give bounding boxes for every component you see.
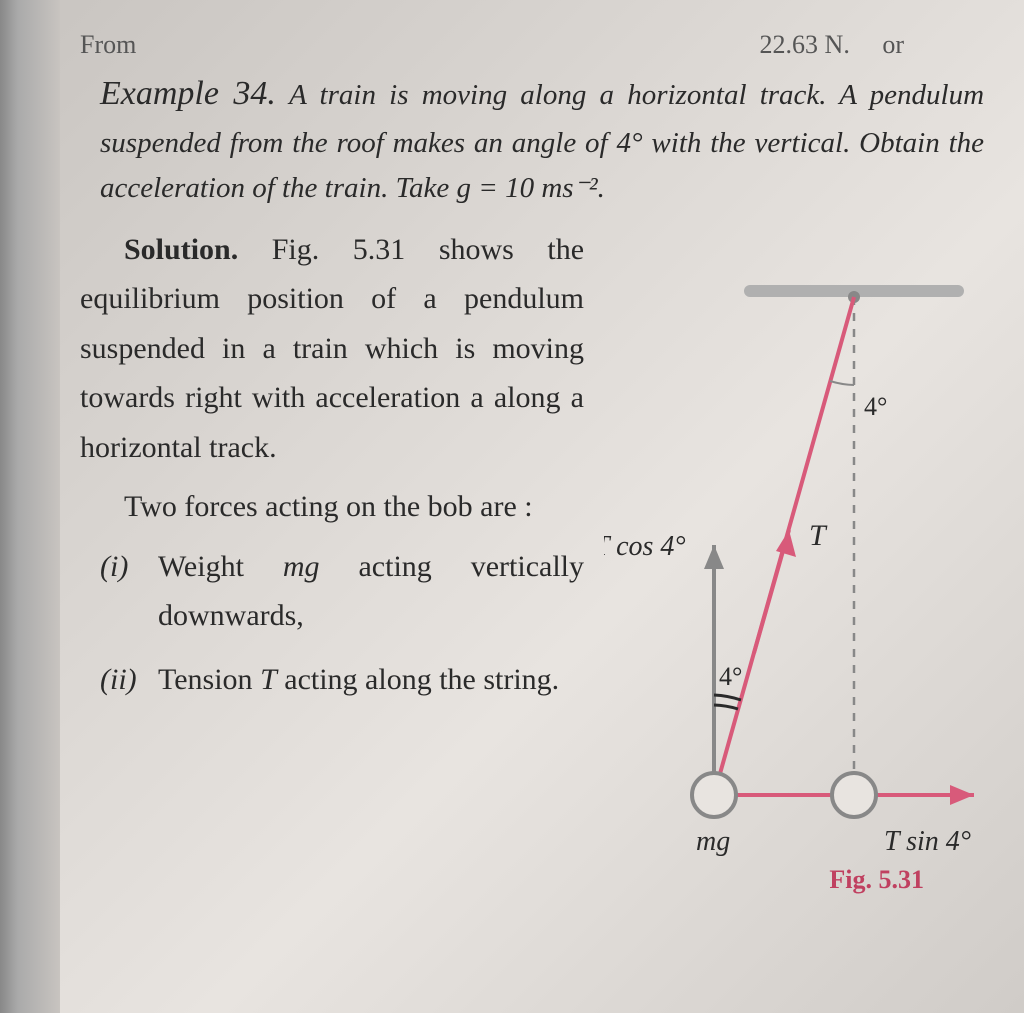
bob-right bbox=[832, 773, 876, 817]
item-text: Tension bbox=[158, 663, 260, 696]
tsin-arrow-head bbox=[950, 785, 974, 805]
bob-left bbox=[692, 773, 736, 817]
solution-para2: Two forces acting on the bob are : bbox=[80, 482, 584, 532]
tsin-label: T sin 4° bbox=[884, 826, 971, 857]
tcos-arrow-head bbox=[704, 545, 724, 569]
list-item: (ii) Tension T acting along the string. bbox=[80, 655, 584, 705]
figure-caption: Fig. 5.31 bbox=[829, 865, 924, 895]
angle-top-label: 4° bbox=[864, 392, 887, 421]
example-statement: Example 34. A train is moving along a ho… bbox=[80, 68, 984, 211]
mg-label: mg bbox=[696, 826, 730, 857]
fragment-right: 22.63 N. bbox=[760, 30, 850, 59]
example-g: g = 10 ms⁻². bbox=[457, 172, 605, 204]
angle-bottom-label: 4° bbox=[719, 662, 742, 691]
fragment-or: or bbox=[882, 30, 904, 59]
angle-arc-bottom bbox=[714, 705, 738, 709]
t-label: T bbox=[809, 519, 828, 552]
top-fragment: From 22.63 N. or bbox=[80, 30, 984, 60]
angle-arc-top bbox=[830, 381, 854, 385]
example-angle: 4° bbox=[616, 127, 642, 159]
list-marker: (i) bbox=[100, 542, 144, 641]
pendulum-diagram: 4° T T cos 4° 4° mg T sin 4° bbox=[604, 265, 984, 905]
item-text: Weight bbox=[158, 550, 283, 583]
solution-para1: Fig. 5.31 shows the equilibrium position… bbox=[80, 233, 584, 464]
item-var: mg bbox=[283, 550, 320, 583]
angle-arc-bottom2 bbox=[714, 695, 741, 700]
tcos-label: T cos 4° bbox=[604, 531, 686, 562]
solution-text: Solution. Fig. 5.31 shows the equilibriu… bbox=[80, 225, 584, 905]
list-item: (i) Weight mg acting vertically downward… bbox=[80, 542, 584, 641]
figure: 4° T T cos 4° 4° mg T sin 4° Fig. 5 bbox=[604, 225, 984, 905]
example-label: Example 34. bbox=[100, 75, 276, 112]
fragment-left: From bbox=[80, 30, 136, 60]
item-var: T bbox=[260, 663, 277, 696]
item-text: acting along the string. bbox=[284, 663, 559, 696]
list-marker: (ii) bbox=[100, 655, 144, 705]
solution-label: Solution. bbox=[124, 233, 238, 266]
